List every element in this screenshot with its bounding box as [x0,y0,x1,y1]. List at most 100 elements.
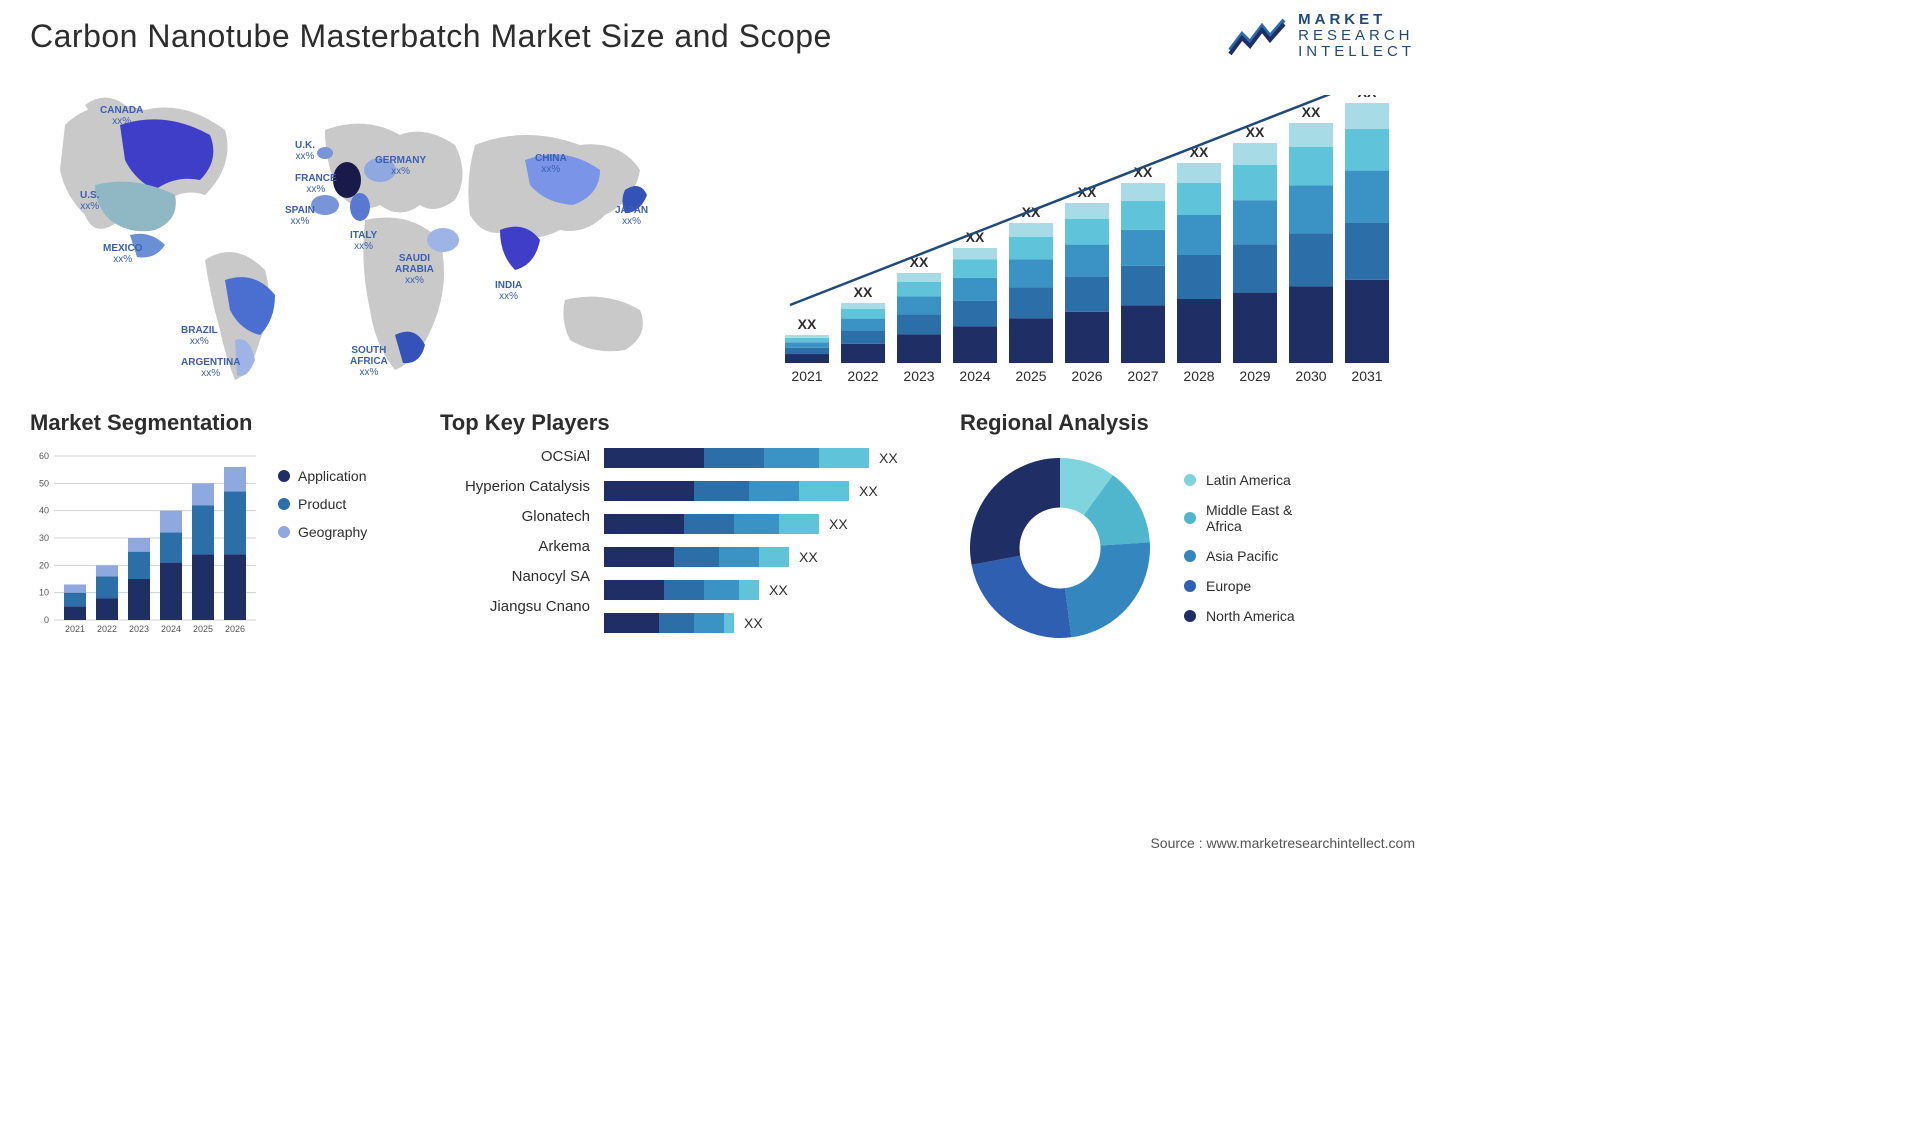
logo-text-2: RESEARCH [1298,28,1415,44]
map-label: SOUTHAFRICAxx% [350,345,388,378]
svg-text:2028: 2028 [1183,368,1214,384]
map-label: MEXICOxx% [103,243,142,265]
legend-label: Latin America [1206,472,1291,488]
player-bar-segment [604,448,704,468]
segmentation-legend-item: Geography [278,524,367,540]
player-name: Hyperion Catalysis [440,478,590,495]
player-bar-segment [734,514,779,534]
map-label: SAUDIARABIAxx% [395,253,434,286]
map-label: JAPANxx% [615,205,648,227]
svg-text:50: 50 [39,478,49,488]
player-bar-row: XX [604,547,930,567]
regional-legend-item: Asia Pacific [1184,548,1295,564]
player-value: XX [744,615,763,631]
svg-text:2022: 2022 [97,624,117,634]
logo-icon [1228,16,1288,56]
player-bar [604,514,819,534]
segmentation-legend-item: Application [278,468,367,484]
growth-bar-chart: XX2021XX2022XX2023XX2024XX2025XX2026XX20… [775,95,1415,385]
map-label: ARGENTINAxx% [181,357,240,379]
svg-text:0: 0 [44,615,49,625]
segmentation-chart: 0102030405060202120222023202420252026 [30,448,260,638]
regional-section: Regional Analysis Latin AmericaMiddle Ea… [960,410,1410,648]
map-label: SPAINxx% [285,205,315,227]
svg-text:60: 60 [39,451,49,461]
legend-label: Europe [1206,578,1251,594]
player-bar [604,547,789,567]
player-bar-row: XX [604,448,930,468]
player-bar-segment [749,481,799,501]
player-bar-segment [739,580,759,600]
legend-label: Geography [298,524,367,540]
player-name: Jiangsu Cnano [440,598,590,615]
svg-text:2026: 2026 [1071,368,1102,384]
svg-text:2031: 2031 [1351,368,1382,384]
svg-text:2023: 2023 [903,368,934,384]
player-value: XX [859,483,878,499]
logo-text-3: INTELLECT [1298,44,1415,60]
regional-legend-item: Latin America [1184,472,1295,488]
logo-text-1: MARKET [1298,12,1415,28]
world-map: CANADAxx%U.S.xx%MEXICOxx%BRAZILxx%ARGENT… [25,85,705,395]
player-name: Arkema [440,538,590,555]
svg-text:2025: 2025 [193,624,213,634]
regional-legend-item: Europe [1184,578,1295,594]
legend-dot [1184,474,1196,486]
svg-text:10: 10 [39,588,49,598]
player-bar-segment [604,481,694,501]
segmentation-legend-item: Product [278,496,367,512]
legend-label: Middle East &Africa [1206,502,1292,534]
player-bar-segment [704,580,739,600]
player-bar-segment [664,580,704,600]
legend-label: Asia Pacific [1206,548,1278,564]
regional-legend-item: Middle East &Africa [1184,502,1295,534]
legend-dot [1184,610,1196,622]
legend-dot [278,470,290,482]
svg-text:20: 20 [39,560,49,570]
player-bar-segment [799,481,849,501]
brand-logo: MARKET RESEARCH INTELLECT [1228,12,1415,59]
player-bar-segment [604,613,659,633]
player-bar-segment [604,514,684,534]
svg-text:XX: XX [798,316,817,332]
svg-text:2021: 2021 [791,368,822,384]
svg-text:30: 30 [39,533,49,543]
player-bar-segment [724,613,734,633]
regional-legend-item: North America [1184,608,1295,624]
segmentation-title: Market Segmentation [30,410,410,436]
regional-legend: Latin America Middle East &Africa Asia Pac… [1184,472,1295,624]
legend-dot [278,498,290,510]
player-bar-segment [694,613,724,633]
legend-dot [278,526,290,538]
map-label: GERMANYxx% [375,155,426,177]
player-bar-row: XX [604,514,930,534]
player-bar-segment [819,448,869,468]
source-text: Source : www.marketresearchintellect.com [1150,835,1415,851]
svg-text:2024: 2024 [161,624,181,634]
player-bar-segment [694,481,749,501]
player-bar-row: XX [604,613,930,633]
player-name: Nanocyl SA [440,568,590,585]
player-bar [604,613,734,633]
regional-donut [960,448,1160,648]
player-bar-segment [719,547,759,567]
players-bars: XXXXXXXXXXXX [604,448,930,633]
svg-text:2027: 2027 [1127,368,1158,384]
player-bar-segment [604,580,664,600]
growth-bar-svg: XX2021XX2022XX2023XX2024XX2025XX2026XX20… [775,95,1415,385]
svg-text:2030: 2030 [1295,368,1326,384]
map-label: ITALYxx% [350,230,377,252]
map-label: CANADAxx% [100,105,143,127]
map-label: INDIAxx% [495,280,522,302]
svg-text:2022: 2022 [847,368,878,384]
player-bar-row: XX [604,481,930,501]
players-section: Top Key Players OCSiAlHyperion Catalysis… [440,410,930,633]
player-bar-segment [604,547,674,567]
map-label: U.K.xx% [295,140,315,162]
svg-text:XX: XX [1358,95,1377,100]
map-label: BRAZILxx% [181,325,218,347]
legend-label: Product [298,496,346,512]
segmentation-section: Market Segmentation 01020304050602021202… [30,410,410,638]
player-bar-segment [764,448,819,468]
player-value: XX [829,516,848,532]
